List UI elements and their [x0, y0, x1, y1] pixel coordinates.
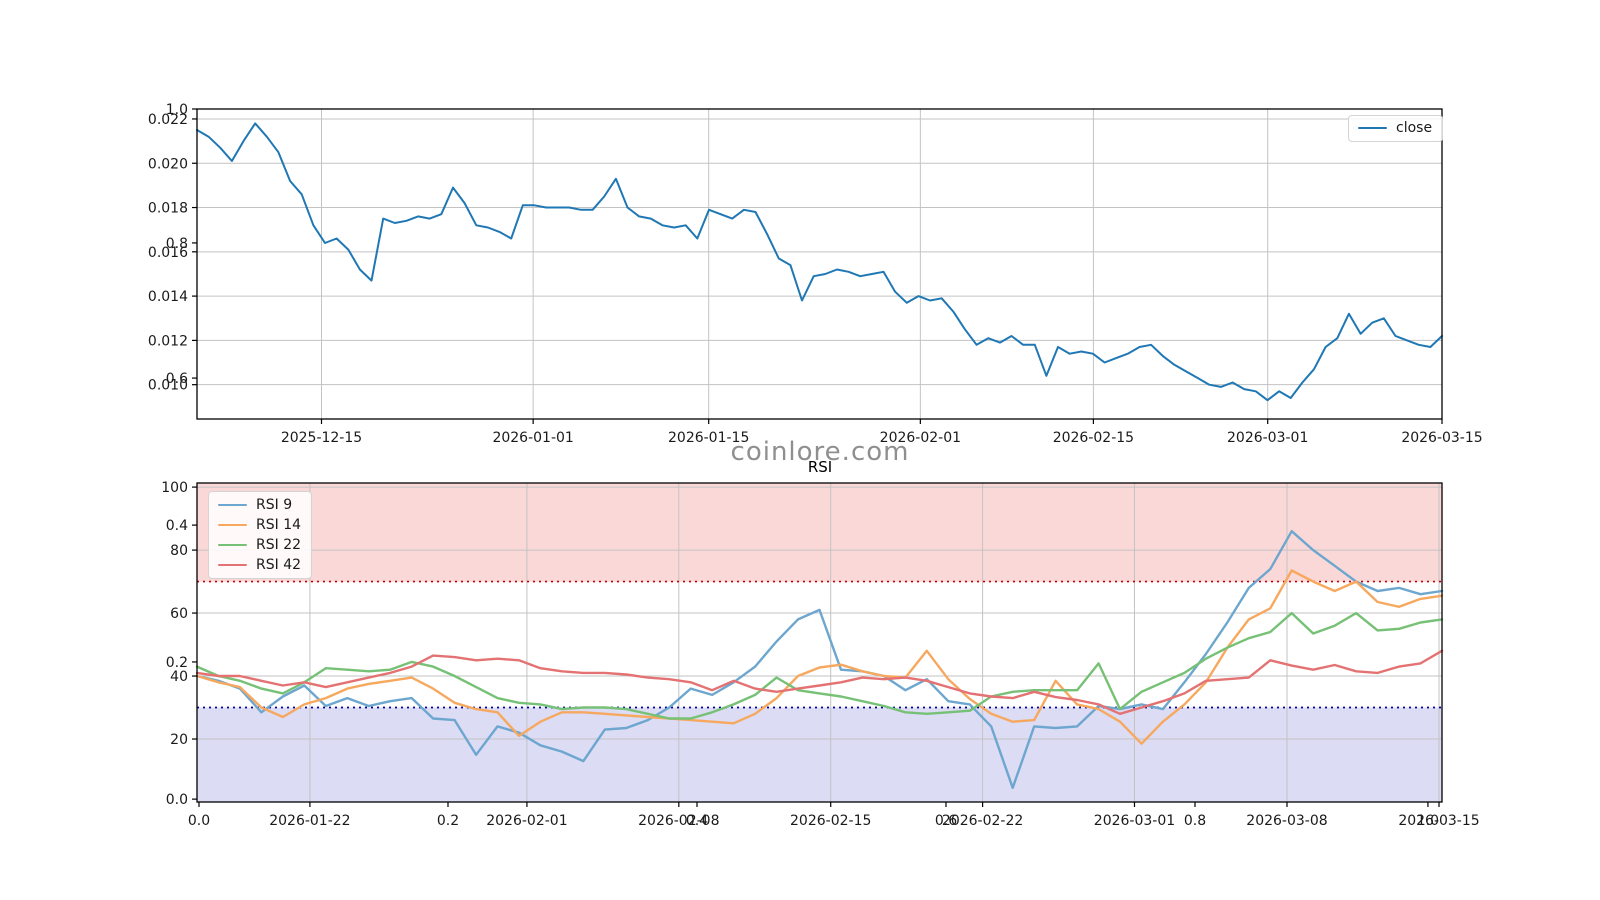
- x-tick-label: 2026-02-01: [880, 430, 961, 446]
- rsi-22-legend-label: RSI 22: [256, 537, 302, 553]
- legend-item-close: close: [1349, 116, 1442, 140]
- x-tick-label: 2026-01-15: [668, 430, 749, 446]
- y-tick-label: 0.012: [148, 333, 188, 349]
- x-tick-label: 2026-02-01: [486, 813, 567, 829]
- secondary-y-tick-label: 1.0: [166, 102, 188, 118]
- x-tick-label: 2026-02-15: [1053, 430, 1134, 446]
- y-tick-label: 0.022: [148, 112, 188, 128]
- price-legend-label: close: [1396, 120, 1433, 136]
- legend-item-rsi-42: RSI 42: [209, 555, 311, 575]
- y-tick-label: 20: [170, 732, 188, 748]
- close-line: [196, 122, 1443, 402]
- rsi-legend: RSI 9 RSI 14 RSI 22 RSI 42: [208, 491, 313, 579]
- y-tick-label: 40: [170, 669, 188, 685]
- y-tick-label: 100: [161, 480, 188, 496]
- legend-item-rsi-9: RSI 9: [209, 495, 311, 515]
- overbought-band: [197, 483, 1442, 582]
- secondary-y-tick-label: 0.4: [166, 518, 188, 534]
- rsi-chart-title: RSI: [807, 458, 833, 476]
- rsi-22-line: [195, 611, 1444, 720]
- legend-item-rsi-14: RSI 14: [209, 515, 311, 535]
- x-tick-label: 2026-02-08: [638, 813, 719, 829]
- rsi-22-line-swatch: [218, 543, 247, 547]
- close-line-swatch: [1358, 126, 1387, 130]
- coinlore-watermark: coinlore.com: [730, 437, 910, 467]
- rsi-9-line-swatch: [218, 503, 247, 507]
- y-tick-label: 0.016: [148, 245, 188, 261]
- x-tick-label: 2026-03-15: [1401, 430, 1482, 446]
- y-tick-label: 0.018: [148, 201, 188, 217]
- x-tick-label: 2026-02-15: [790, 813, 871, 829]
- rsi-9-line: [195, 530, 1444, 789]
- secondary-x-tick-label: 0.0: [188, 813, 210, 829]
- secondary-y-tick-label: 0.8: [166, 236, 188, 252]
- secondary-y-tick-label: 0.2: [166, 655, 188, 671]
- y-tick-label: 0.014: [148, 289, 188, 305]
- rsi-42-line: [195, 649, 1444, 715]
- secondary-x-tick-label: 0.2: [437, 813, 459, 829]
- secondary-y-tick-label: 0.6: [166, 371, 188, 387]
- legend-item-rsi-22: RSI 22: [209, 535, 311, 555]
- y-tick-label: 60: [170, 606, 188, 622]
- rsi-42-legend-label: RSI 42: [256, 557, 302, 573]
- x-tick-label: 2026-03-01: [1227, 430, 1308, 446]
- x-tick-label: 2026-03-01: [1094, 813, 1175, 829]
- plot-border: [196, 482, 1443, 803]
- y-tick-label: 0.010: [148, 378, 188, 394]
- rsi-14-line-swatch: [218, 523, 247, 527]
- rsi-42-line-swatch: [218, 563, 247, 567]
- rsi-14-legend-label: RSI 14: [256, 517, 302, 533]
- secondary-x-tick-label: 0.4: [686, 813, 708, 829]
- x-tick-label: 2026-03-08: [1246, 813, 1327, 829]
- secondary-x-tick-label: 1.0: [1417, 813, 1439, 829]
- y-tick-label: 80: [170, 543, 188, 559]
- y-tick-label: 0.020: [148, 156, 188, 172]
- rsi-9-legend-label: RSI 9: [256, 497, 293, 513]
- rsi-14-line: [195, 569, 1444, 745]
- x-tick-label: 2026-01-01: [492, 430, 573, 446]
- x-tick-label: 2025-12-15: [281, 430, 362, 446]
- secondary-x-tick-label: 0.8: [1184, 813, 1206, 829]
- secondary-y-tick-label: 0.0: [166, 792, 188, 808]
- oversold-band: [197, 707, 1442, 802]
- secondary-x-tick-label: 0.6: [935, 813, 957, 829]
- plot-border: [196, 108, 1443, 420]
- x-tick-label: 2026-02-22: [942, 813, 1023, 829]
- price-legend: close: [1348, 115, 1444, 142]
- x-tick-label: 2026-03-15: [1398, 813, 1479, 829]
- x-tick-label: 2026-01-22: [269, 813, 350, 829]
